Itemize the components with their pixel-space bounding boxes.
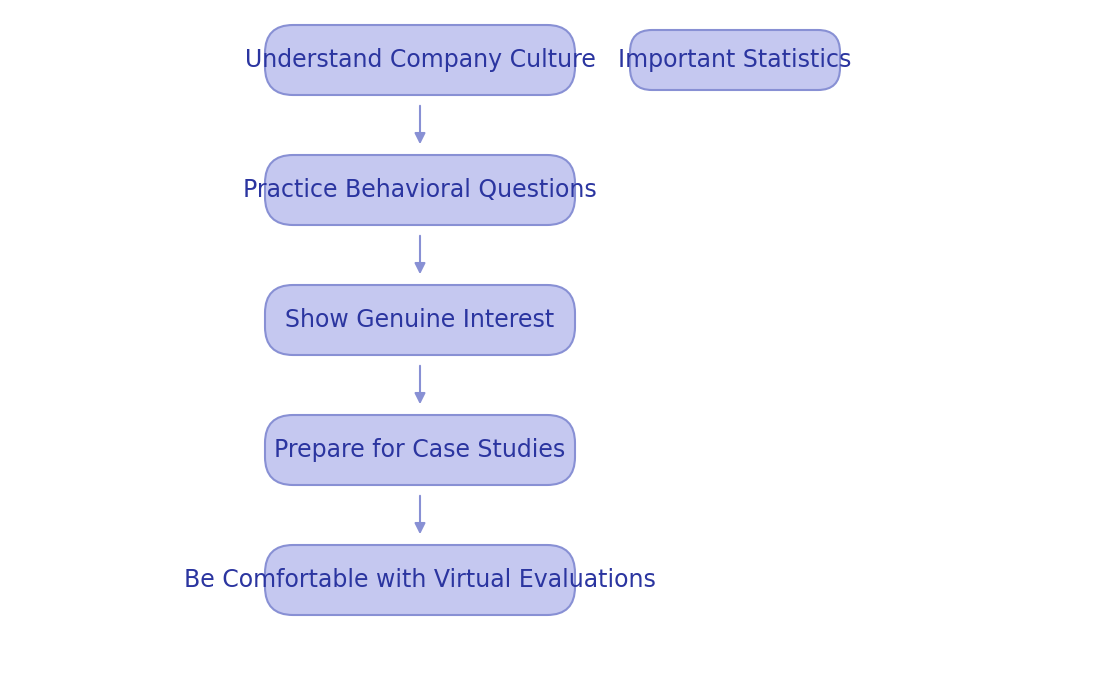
FancyBboxPatch shape	[265, 285, 575, 355]
Text: Show Genuine Interest: Show Genuine Interest	[286, 308, 554, 332]
Text: Be Comfortable with Virtual Evaluations: Be Comfortable with Virtual Evaluations	[184, 568, 656, 592]
FancyBboxPatch shape	[629, 30, 840, 90]
FancyBboxPatch shape	[265, 25, 575, 95]
Text: Important Statistics: Important Statistics	[618, 48, 851, 72]
FancyBboxPatch shape	[265, 545, 575, 615]
FancyBboxPatch shape	[265, 415, 575, 485]
Text: Prepare for Case Studies: Prepare for Case Studies	[274, 438, 566, 462]
Text: Understand Company Culture: Understand Company Culture	[244, 48, 596, 72]
Text: Practice Behavioral Questions: Practice Behavioral Questions	[243, 178, 597, 202]
FancyBboxPatch shape	[265, 155, 575, 225]
